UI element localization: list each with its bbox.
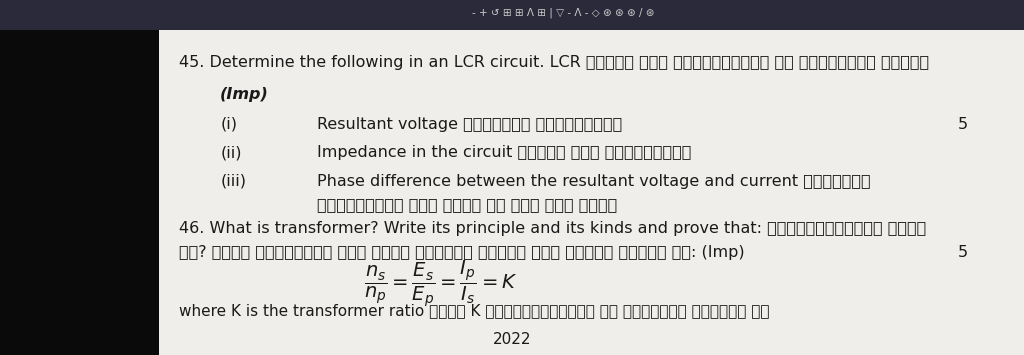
Text: (i): (i) — [220, 117, 238, 132]
Text: है? इसके सिद्धांत एवं इसके प्रकार लिखिए एवं सिद्ध कीजिए कि: (Imp): है? इसके सिद्धांत एवं इसके प्रकार लिखिए … — [179, 245, 744, 260]
Bar — [0, 0, 1024, 30]
Text: विभवान्तर एवं धारा के बीच चरण अंतर: विभवान्तर एवं धारा के बीच चरण अंतर — [317, 197, 617, 212]
Text: 5: 5 — [957, 245, 968, 260]
Text: where K is the transformer ratio जहां K ट्रांसफोर्मर का परिणामी अनुपात है: where K is the transformer ratio जहां K … — [179, 303, 770, 318]
Bar — [0, 0, 159, 355]
Text: 2022: 2022 — [493, 332, 531, 346]
Text: (ii): (ii) — [220, 145, 242, 160]
Text: Phase difference between the resultant voltage and current परिणामी: Phase difference between the resultant v… — [317, 174, 871, 189]
Text: Impedance in the circuit परिपथ में प्रतिबाधा: Impedance in the circuit परिपथ में प्रति… — [317, 145, 692, 160]
Text: $\dfrac{n_s}{n_p} = \dfrac{E_s}{E_p} = \dfrac{I_p}{I_s} = K$: $\dfrac{n_s}{n_p} = \dfrac{E_s}{E_p} = \… — [364, 259, 517, 309]
Text: Resultant voltage परिणामी विभवान्तर: Resultant voltage परिणामी विभवान्तर — [317, 117, 623, 132]
Bar — [159, 0, 1024, 355]
Text: (iii): (iii) — [220, 174, 246, 189]
Text: - + ↺ ⊞ ⊞ Λ ⊞ | ▽ - Λ - ◇ ⊛ ⊛ ⊛ / ⊛: - + ↺ ⊞ ⊞ Λ ⊞ | ▽ - Λ - ◇ ⊛ ⊛ ⊛ / ⊛ — [472, 7, 654, 18]
Text: 45. Determine the following in an LCR circuit. LCR परिपथ में निम्नलिखित का निर्ध: 45. Determine the following in an LCR ci… — [179, 55, 930, 70]
Text: 46. What is transformer? Write its principle and its kinds and prove that: ट्रां: 46. What is transformer? Write its princ… — [179, 222, 927, 236]
Text: 5: 5 — [957, 117, 968, 132]
Text: (Imp): (Imp) — [220, 87, 269, 102]
